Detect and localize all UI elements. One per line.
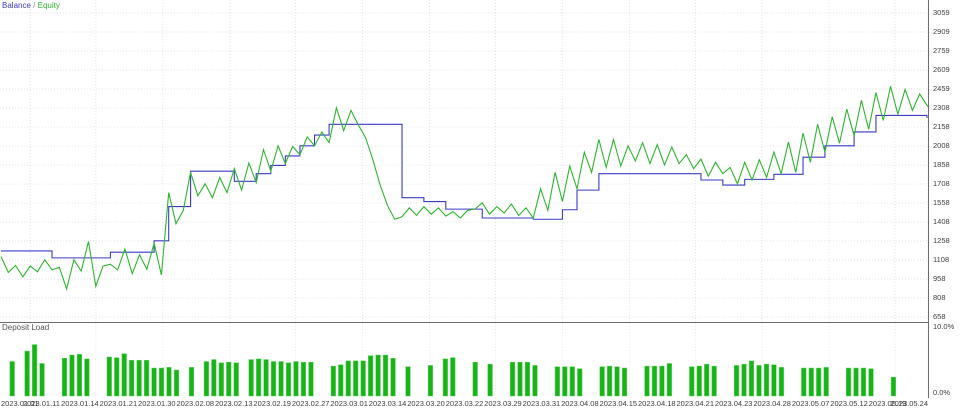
date-axis-tick: 2023.04.18 bbox=[638, 399, 676, 408]
date-axis-tick: 2023.04.21 bbox=[676, 399, 715, 408]
deposit-load-max-label: 10.0% bbox=[933, 322, 955, 331]
date-axis-tick: 2023.02.19 bbox=[253, 399, 291, 408]
date-axis-tick: 2023.03.22 bbox=[445, 399, 484, 408]
deposit-load-title: Deposit Load bbox=[2, 323, 50, 332]
deposit-load-svg bbox=[9, 323, 928, 398]
date-axis-tick: 2023.01.14 bbox=[61, 399, 99, 408]
date-axis-tick: 2023.03.14 bbox=[368, 399, 407, 408]
price-axis-tick: 2158 bbox=[933, 122, 950, 132]
date-axis-tick: 2023.05.12 bbox=[830, 399, 868, 408]
price-axis-tick: 1108 bbox=[933, 255, 950, 265]
price-axis-tick: 2308 bbox=[933, 103, 950, 113]
date-axis-tick: 2023.02.13 bbox=[214, 399, 253, 408]
price-axis-tick: 2609 bbox=[933, 64, 950, 74]
price-axis-tick: 1708 bbox=[933, 179, 950, 189]
date-axis-tick: 2023.04.15 bbox=[599, 399, 638, 408]
date-axis-tick: 2023.04.23 bbox=[714, 399, 753, 408]
deposit-load-axis: 10.0% 0.0% bbox=[930, 322, 960, 398]
price-axis-tick: 1408 bbox=[933, 217, 950, 227]
deposit-load-plot[interactable] bbox=[0, 322, 929, 398]
date-axis-tick: 2023.03.01 bbox=[330, 399, 368, 408]
date-axis-tick: 2023.05.19 bbox=[868, 399, 907, 408]
date-axis-tick: 2023.01.01 bbox=[1, 399, 39, 408]
date-axis-tick: 2023.03.31 bbox=[522, 399, 561, 408]
price-axis-tick: 3059 bbox=[933, 8, 950, 17]
date-axis-tick: 2023.02.08 bbox=[176, 399, 215, 408]
date-axis-tick: 2023.03.20 bbox=[407, 399, 445, 408]
legend-separator: / bbox=[33, 1, 36, 10]
price-axis-tick: 658 bbox=[933, 312, 946, 321]
balance-equity-svg bbox=[0, 0, 928, 322]
price-axis-tick: 2759 bbox=[933, 45, 950, 55]
balance-equity-plot[interactable] bbox=[0, 0, 929, 322]
date-axis-tick: 2023.04.28 bbox=[753, 399, 791, 408]
legend-equity-label: Equity bbox=[37, 1, 60, 10]
date-axis-tick: 2023.05.24 bbox=[890, 399, 928, 408]
price-axis-tick: 1858 bbox=[933, 160, 950, 170]
date-axis-tick: 2023.01.11 bbox=[22, 399, 60, 408]
price-axis-tick: 958 bbox=[933, 274, 946, 284]
legend-balance-label: Balance bbox=[2, 1, 31, 10]
price-axis-tick: 2909 bbox=[933, 26, 950, 36]
price-axis-tick: 2459 bbox=[933, 83, 950, 93]
price-axis: 3059 2909 2759 2609 2459 2308 2158 2008 1858 1708… bbox=[930, 0, 960, 322]
date-axis-tick: 2023.05.07 bbox=[791, 399, 830, 408]
date-axis-tick: 2023.03.29 bbox=[484, 399, 522, 408]
price-axis-tick: 1258 bbox=[933, 236, 950, 246]
date-axis-tick: 2023.01.21 bbox=[99, 399, 138, 408]
date-axis-tick: 2023.04.08 bbox=[561, 399, 599, 408]
price-axis-tick: 808 bbox=[933, 293, 946, 302]
price-axis-tick: 2008 bbox=[933, 141, 950, 151]
chart-legend: Balance / Equity bbox=[2, 1, 60, 11]
date-axis-tick: 2023.01.30 bbox=[138, 399, 176, 408]
price-axis-tick: 1558 bbox=[933, 198, 950, 208]
date-axis: 2023.01.01 2023.01.11 2023.01.14 2023.01.21… bbox=[0, 398, 929, 410]
deposit-load-min-label: 0.0% bbox=[933, 388, 951, 397]
date-axis-tick: 2023.02.27 bbox=[291, 399, 330, 408]
